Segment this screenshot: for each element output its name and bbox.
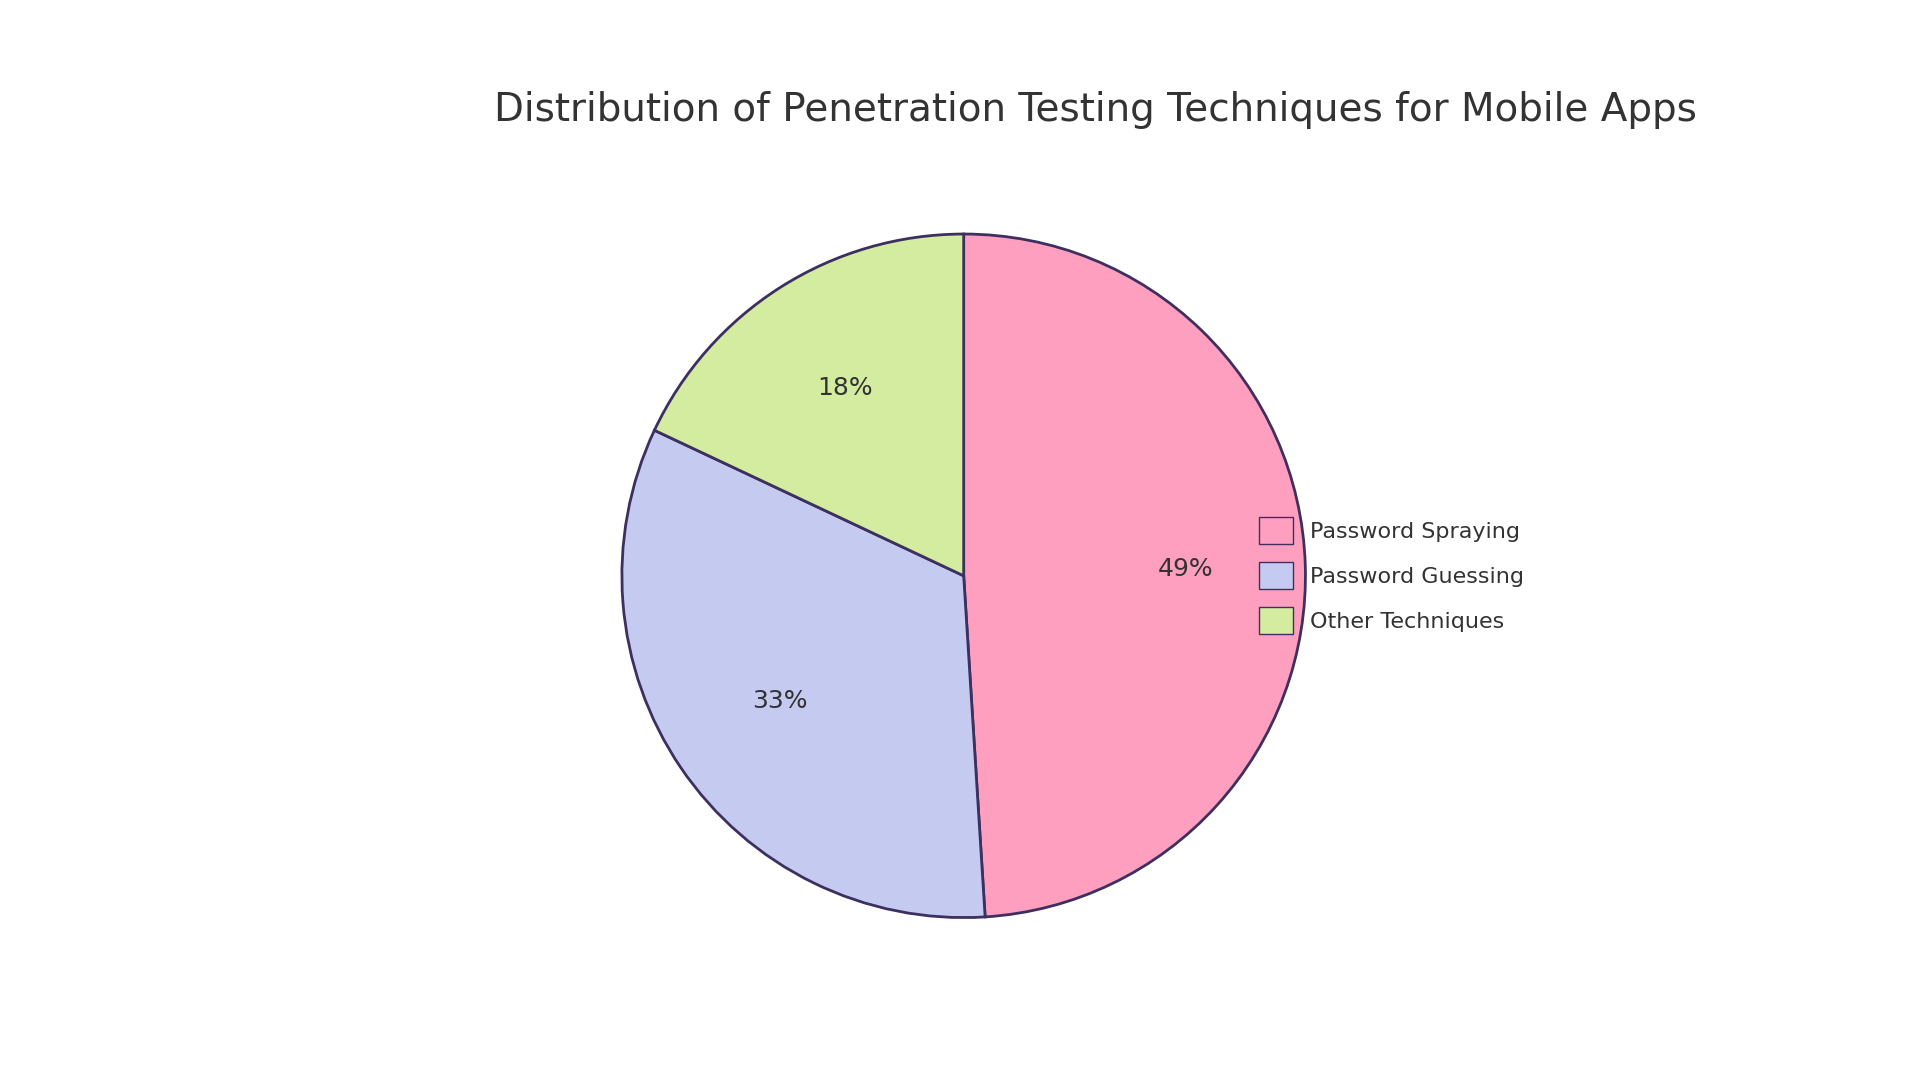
Legend: Password Spraying, Password Guessing, Other Techniques: Password Spraying, Password Guessing, Ot… [1248,506,1536,645]
Wedge shape [964,234,1306,917]
Wedge shape [655,234,964,576]
Text: 18%: 18% [816,376,872,401]
Wedge shape [622,430,985,917]
Text: 33%: 33% [753,689,808,713]
Text: Distribution of Penetration Testing Techniques for Mobile Apps: Distribution of Penetration Testing Tech… [493,91,1697,129]
Text: 49%: 49% [1158,557,1213,580]
